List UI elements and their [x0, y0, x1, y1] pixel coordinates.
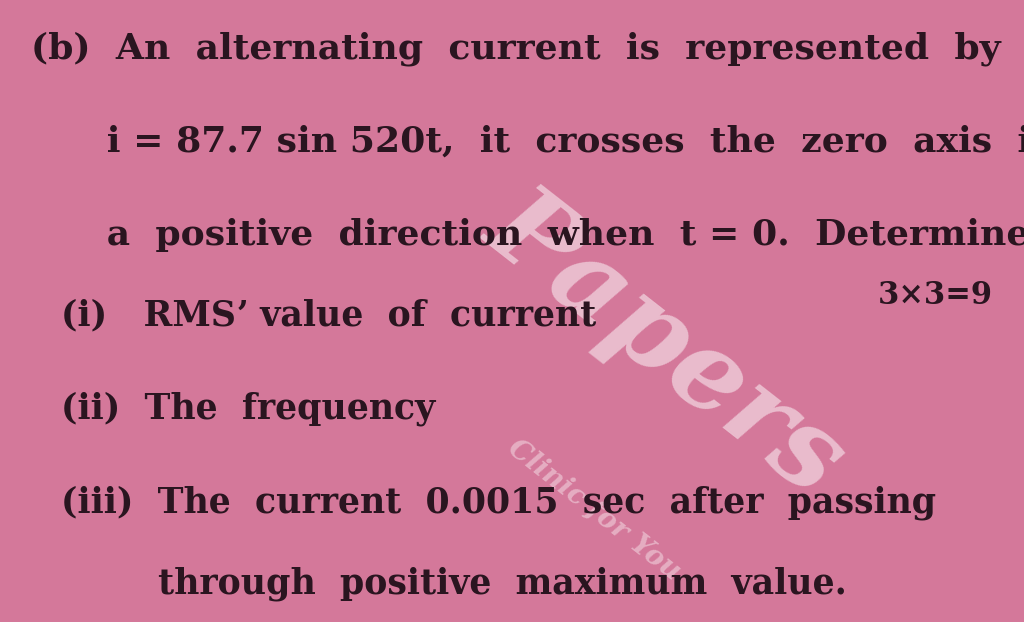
Text: (i)   RMSʼ value  of  current: (i) RMSʼ value of current [61, 299, 597, 333]
Text: i = 87.7 sin 520t,  it  crosses  the  zero  axis  in: i = 87.7 sin 520t, it crosses the zero a… [31, 124, 1024, 159]
Text: 3×3=9: 3×3=9 [879, 280, 993, 311]
Text: (b)  An  alternating  current  is  represented  by: (b) An alternating current is represente… [31, 31, 1000, 66]
Text: through  positive  maximum  value.: through positive maximum value. [61, 566, 847, 600]
Text: a  positive  direction  when  t = 0.  Determine :: a positive direction when t = 0. Determi… [31, 218, 1024, 252]
Text: (ii)  The  frequency: (ii) The frequency [61, 392, 435, 427]
Text: Papers: Papers [466, 170, 865, 514]
Text: Clinic for You: Clinic for You [503, 434, 685, 586]
Text: (iii)  The  current  0.0015  sec  after  passing: (iii) The current 0.0015 sec after passi… [61, 485, 937, 520]
